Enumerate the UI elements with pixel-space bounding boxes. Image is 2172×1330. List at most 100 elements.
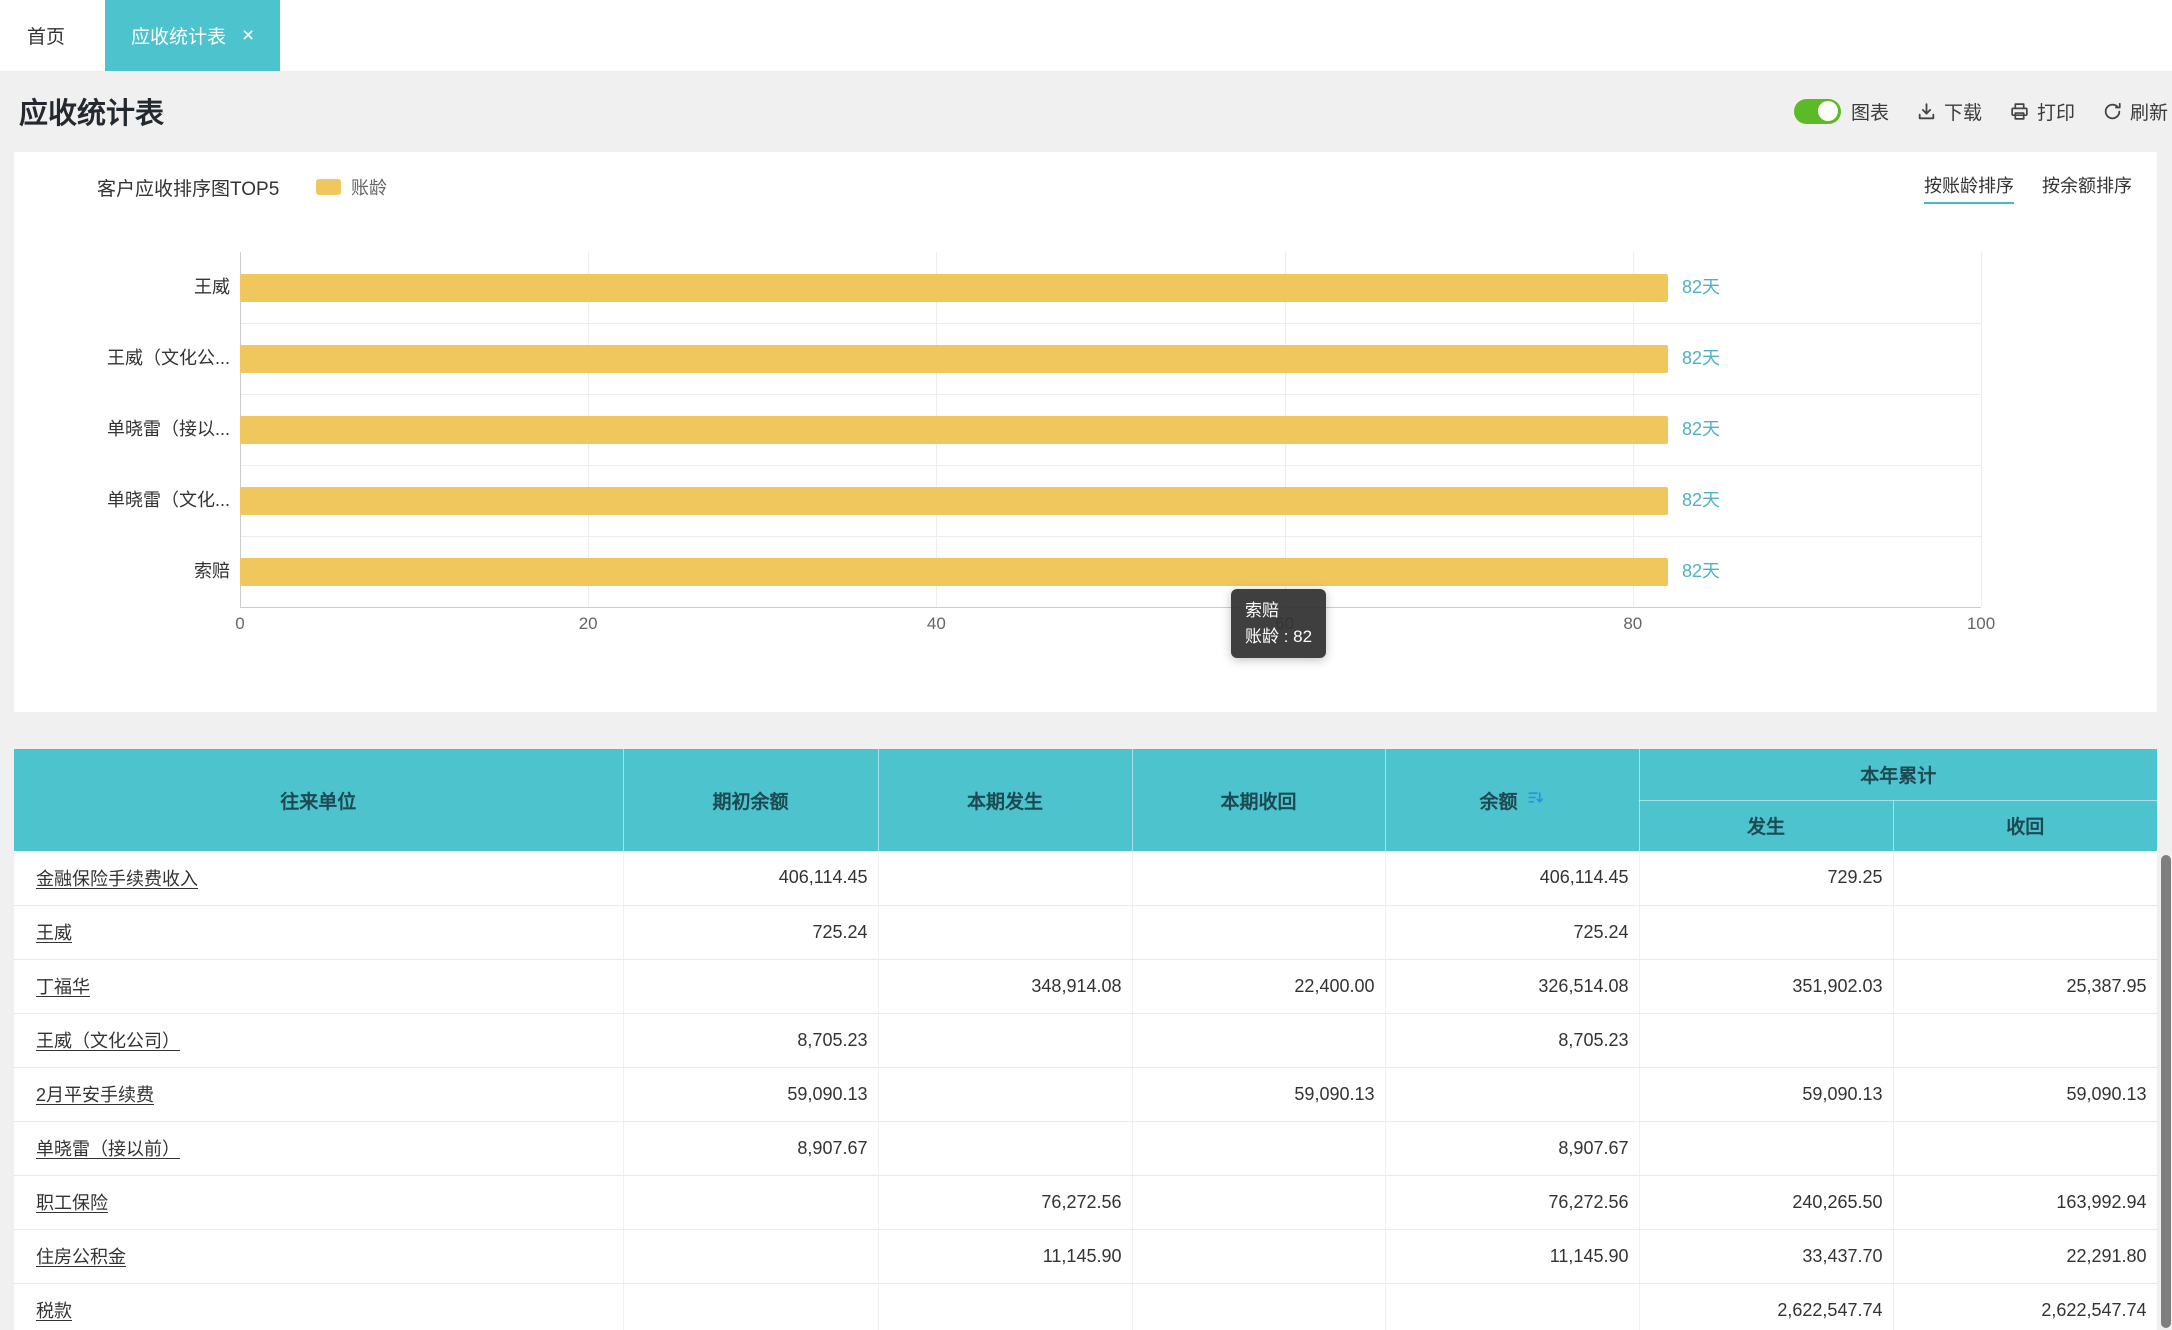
print-icon	[2009, 101, 2030, 122]
chart-sort-options: 按账龄排序 按余额排序	[1924, 172, 2132, 204]
header-current-incurred: 本期发生	[877, 749, 1132, 851]
sort-descending-icon[interactable]	[1526, 788, 1545, 813]
sort-by-aging-link[interactable]: 按账龄排序	[1924, 172, 2014, 204]
cell-unit: 职工保险	[14, 1175, 624, 1230]
tab-home[interactable]: 首页	[0, 0, 92, 71]
cell-unit: 王威	[14, 905, 624, 960]
cell-value	[878, 1067, 1133, 1122]
cell-value	[1132, 851, 1386, 906]
sort-by-balance-link[interactable]: 按余额排序	[2042, 176, 2132, 196]
cell-value: 76,272.56	[878, 1175, 1133, 1230]
aging-bar[interactable]	[240, 487, 1668, 515]
x-axis-line	[240, 607, 1981, 608]
cell-value	[878, 1013, 1133, 1068]
cell-value	[1385, 1283, 1640, 1330]
cell-value	[1132, 905, 1386, 960]
chart-plot: 020406080100王威82天王威（文化公...82天单晓雷（接以...82…	[14, 152, 2157, 712]
cell-unit: 2月平安手续费	[14, 1067, 624, 1122]
unit-link[interactable]: 住房公积金	[36, 1247, 126, 1267]
cell-value	[1132, 1013, 1386, 1068]
print-label: 打印	[2036, 102, 2075, 124]
cell-value: 406,114.45	[623, 851, 879, 906]
x-tick-label: 20	[578, 614, 598, 633]
unit-link[interactable]: 职工保险	[36, 1193, 108, 1213]
cell-value: 725.24	[1385, 905, 1640, 960]
cell-value: 2,622,547.74	[1639, 1283, 1894, 1330]
cell-value: 8,705.23	[1385, 1013, 1640, 1068]
toggle-knob	[1817, 100, 1838, 121]
legend-item-aging[interactable]: 账龄	[316, 174, 387, 200]
unit-link[interactable]: 单晓雷（接以前）	[36, 1139, 180, 1159]
cell-value	[878, 905, 1133, 960]
cell-value: 59,090.13	[1132, 1067, 1386, 1122]
page-title: 应收统计表	[19, 98, 165, 130]
cell-unit: 单晓雷（接以前）	[14, 1121, 624, 1176]
cell-value	[1893, 905, 2158, 960]
cell-value: 8,907.67	[1385, 1121, 1640, 1176]
chart-title: 客户应收排序图TOP5	[97, 179, 280, 200]
cell-value: 33,437.70	[1639, 1229, 1894, 1284]
receivable-table: 往来单位 期初余额 本期发生 本期收回 余额	[14, 749, 2158, 1330]
cell-value	[878, 1283, 1133, 1330]
aging-bar[interactable]	[240, 345, 1668, 373]
table-row: 王威 725.24 725.24	[14, 905, 2158, 960]
cell-value	[1132, 1283, 1386, 1330]
cell-value: 22,400.00	[1132, 959, 1386, 1014]
aging-bar[interactable]	[240, 274, 1668, 302]
unit-link[interactable]: 丁福华	[36, 977, 90, 997]
cell-value	[878, 851, 1133, 906]
category-label: 单晓雷（接以...	[106, 419, 230, 439]
unit-link[interactable]: 王威（文化公司）	[36, 1031, 180, 1051]
cell-value: 406,114.45	[1385, 851, 1640, 906]
gridline	[1981, 252, 1982, 607]
cell-unit: 住房公积金	[14, 1229, 624, 1284]
band-separator	[240, 465, 1981, 466]
cell-value	[1893, 1121, 2158, 1176]
page-header: 应收统计表 图表 下载 打印	[0, 72, 2172, 150]
band-separator	[240, 323, 1981, 324]
unit-link[interactable]: 金融保险手续费收入	[36, 868, 198, 889]
chart-toggle-label: 图表	[1850, 102, 1889, 124]
cell-unit: 税款	[14, 1283, 624, 1330]
cell-value	[1893, 1013, 2158, 1068]
refresh-button[interactable]: 刷新	[2102, 98, 2168, 125]
cell-value	[623, 1283, 879, 1330]
unit-link[interactable]: 税款	[36, 1301, 72, 1321]
table-row: 2月平安手续费 59,090.13 59,090.13 59,090.13 59,090…	[14, 1067, 2158, 1122]
cell-value: 163,992.94	[1893, 1175, 2158, 1230]
vertical-scrollbar[interactable]	[2161, 855, 2171, 1328]
cell-value: 326,514.08	[1385, 959, 1640, 1014]
cell-value	[623, 1175, 879, 1230]
tab-home-label: 首页	[27, 27, 66, 48]
cell-value: 240,265.50	[1639, 1175, 1894, 1230]
cell-unit: 丁福华	[14, 959, 624, 1014]
header-balance-label: 余额	[1479, 791, 1518, 813]
cell-value: 725.24	[623, 905, 879, 960]
legend-swatch	[316, 179, 341, 195]
cell-value	[623, 959, 879, 1014]
print-button[interactable]: 打印	[2009, 98, 2075, 125]
unit-link[interactable]: 2月平安手续费	[36, 1085, 155, 1105]
tooltip-category: 索赔	[1245, 601, 1279, 620]
download-button[interactable]: 下载	[1916, 98, 1982, 125]
table-row: 丁福华 348,914.08 22,400.00 326,514.08 351,902.…	[14, 959, 2158, 1014]
cell-value: 11,145.90	[1385, 1229, 1640, 1284]
cell-value: 348,914.08	[878, 959, 1133, 1014]
x-tick-label: 100	[1966, 614, 1996, 633]
unit-link[interactable]: 王威	[36, 923, 72, 943]
cell-value	[878, 1121, 1133, 1176]
chart-card: 客户应收排序图TOP5 账龄 按账龄排序 按余额排序 020406080100王…	[14, 152, 2157, 712]
cell-value: 59,090.13	[1893, 1067, 2158, 1122]
cell-value	[1639, 1013, 1894, 1068]
tab-receivable-stats[interactable]: 应收统计表 ×	[105, 0, 281, 71]
table-row: 职工保险 76,272.56 76,272.56 240,265.50 163,992.…	[14, 1175, 2158, 1230]
chart-toggle-switch[interactable]	[1793, 98, 1841, 124]
cell-value	[1132, 1229, 1386, 1284]
category-label: 单晓雷（文化...	[106, 490, 230, 510]
tab-receivable-stats-label: 应收统计表	[131, 27, 227, 48]
band-separator	[240, 536, 1981, 537]
tab-close-icon[interactable]: ×	[242, 24, 255, 47]
aging-bar[interactable]	[240, 558, 1668, 586]
aging-bar[interactable]	[240, 416, 1668, 444]
